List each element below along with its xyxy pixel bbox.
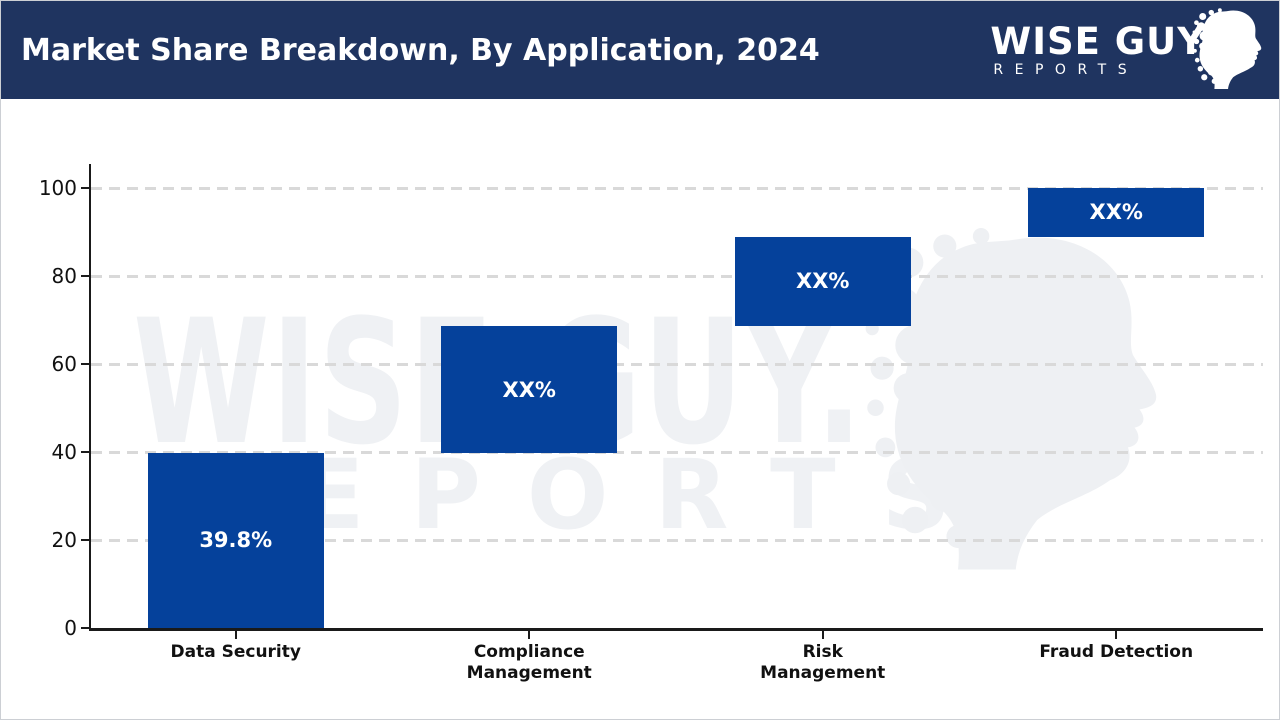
face-profile-icon: [1191, 7, 1269, 93]
y-tick-20: [81, 539, 89, 541]
y-tick-100: [81, 187, 89, 189]
bar-fraud-detection: XX%: [1028, 188, 1205, 237]
x-category-label-3: Fraud Detection: [1039, 642, 1194, 662]
wise-guy-logo: WISE GUY REPORTS: [990, 7, 1269, 93]
y-tick-label-0: 0: [64, 616, 77, 640]
y-tick-60: [81, 363, 89, 365]
x-axis-line: [89, 628, 1263, 631]
gridline-20: [91, 539, 1263, 542]
bar-data-security: 39.8%: [147, 452, 324, 628]
y-tick-0: [81, 627, 89, 629]
bar-value-label: 39.8%: [199, 528, 273, 553]
y-tick-label-40: 40: [51, 440, 77, 464]
bar-value-label: XX%: [796, 269, 850, 294]
y-tick-label-20: 20: [51, 528, 77, 552]
x-category-label-0: Data Security: [170, 642, 301, 662]
logo-wordmark: WISE GUY: [990, 20, 1205, 63]
y-tick-label-100: 100: [38, 176, 77, 200]
bar-risk-management: XX%: [734, 236, 911, 327]
x-tick-0: [234, 631, 237, 639]
y-tick-40: [81, 451, 89, 453]
bar-value-label: XX%: [1089, 200, 1143, 225]
x-tick-1: [528, 631, 531, 639]
x-category-label-1: Compliance Management: [466, 642, 592, 683]
logo-subtitle: REPORTS: [993, 62, 1139, 78]
y-axis-line: [89, 164, 91, 630]
x-category-label-2: Risk Management: [760, 642, 886, 683]
y-tick-label-80: 80: [51, 264, 77, 288]
y-tick-80: [81, 275, 89, 277]
x-tick-3: [1115, 631, 1118, 639]
page-title: Market Share Breakdown, By Application, …: [21, 32, 820, 68]
chart-header: Market Share Breakdown, By Application, …: [1, 1, 1279, 99]
gridline-60: [91, 363, 1263, 366]
gridline-100: [91, 187, 1263, 190]
gridline-40: [91, 451, 1263, 454]
bar-value-label: XX%: [502, 377, 556, 402]
bar-compliance-management: XX%: [441, 326, 618, 453]
gridline-80: [91, 275, 1263, 278]
y-tick-label-60: 60: [51, 352, 77, 376]
logo-text: WISE GUY REPORTS: [990, 23, 1205, 77]
x-tick-2: [821, 631, 824, 639]
